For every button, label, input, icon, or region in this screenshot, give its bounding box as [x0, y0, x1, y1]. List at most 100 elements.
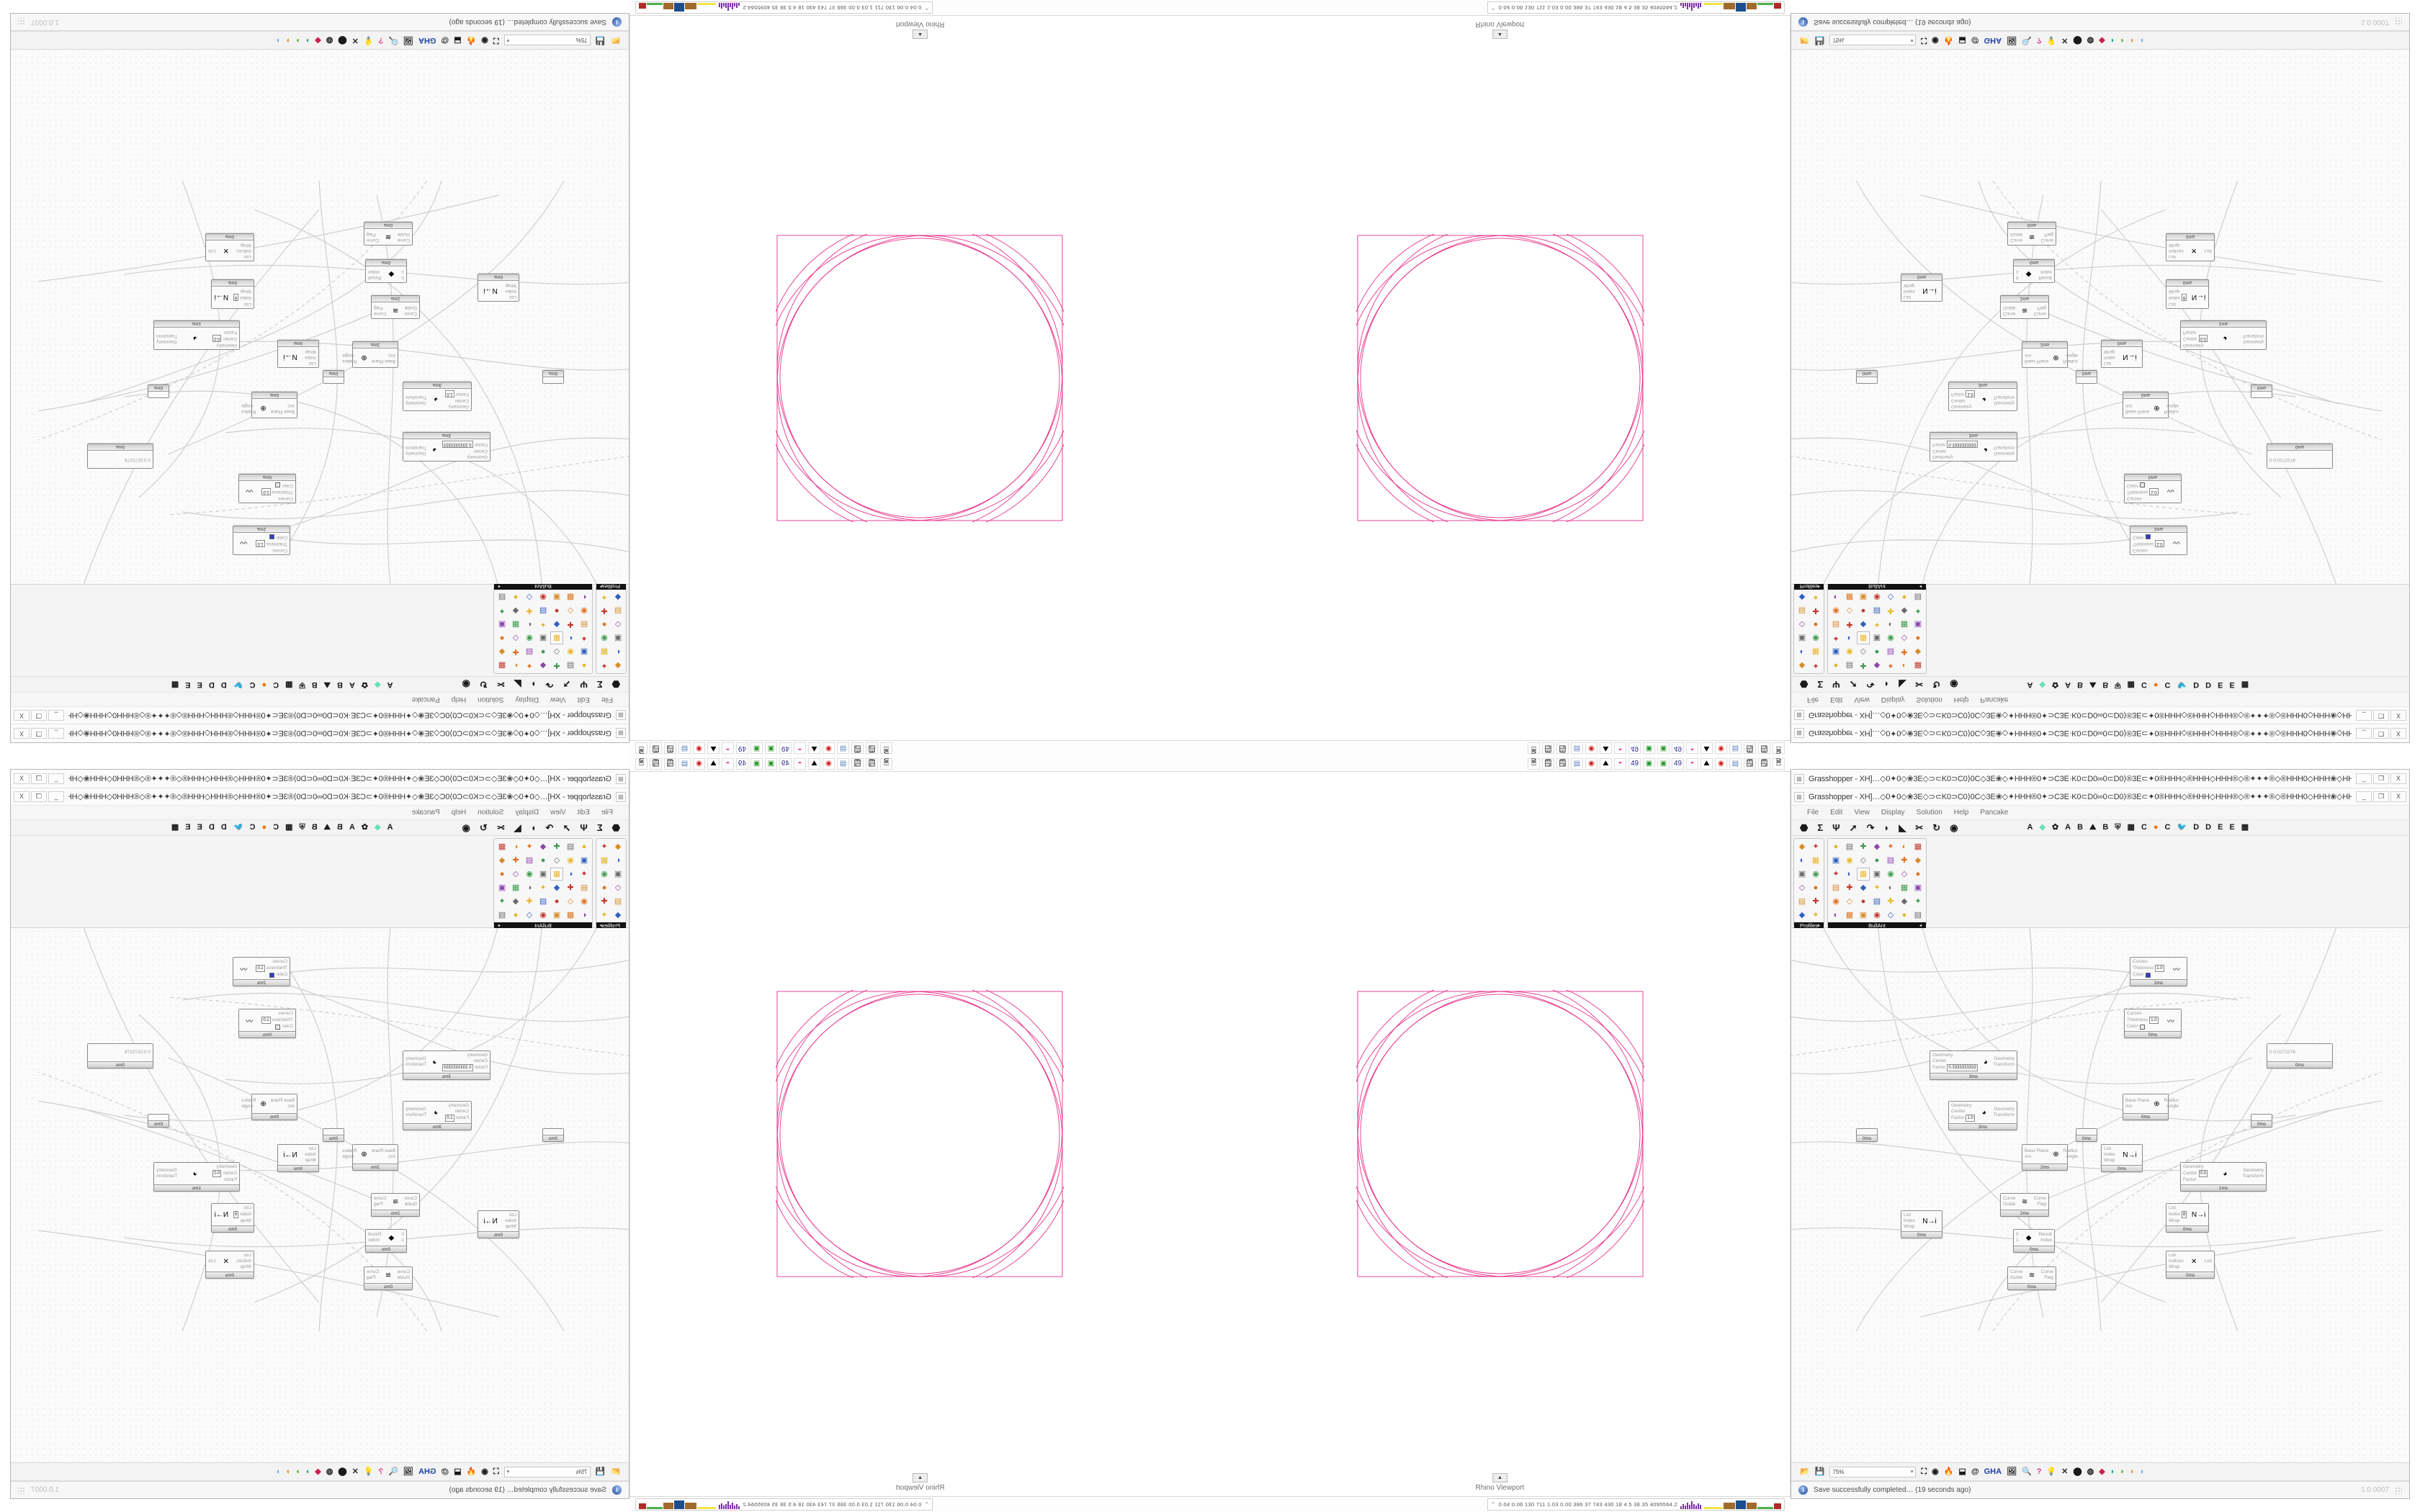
- params-hexagon-icon[interactable]: ⬣: [1800, 679, 1809, 690]
- grasshopper-canvas-toolbar[interactable]: 📂 💾 75% ▾ ⛶ ◉ 🔥 ⬓ @ GHA 🖼 🔍? 💡 ✕ ⬤ ◍ ◆ ◗ ◗ ◗ ◗: [1791, 1462, 2409, 1481]
- node-inputs[interactable]: List Index Wrap: [302, 347, 318, 367]
- warp-surface3-icon[interactable]: ◇: [526, 910, 533, 919]
- performance-monitor[interactable]: ⌃ 0.04 0.06 130 711 1.03 0.00 386 37 743…: [635, 1, 933, 14]
- node-inputs[interactable]: List Indices Wrap: [234, 240, 254, 261]
- close-button-2[interactable]: X: [14, 710, 30, 721]
- circle-tube-icon[interactable]: ▦: [600, 647, 609, 657]
- circle-tube-icon[interactable]: ▦: [600, 855, 609, 865]
- layers-icon[interactable]: ▤: [837, 742, 849, 755]
- gh-node-relay-3[interactable]: 0ms: [1856, 370, 1878, 384]
- sphere-blue-icon[interactable]: ◗: [2139, 36, 2145, 45]
- box-help-icon[interactable]: ?: [2036, 36, 2042, 45]
- tab-brain-icon[interactable]: ✿: [361, 680, 369, 689]
- bars-icon[interactable]: ◇: [553, 647, 560, 657]
- tab-dither-icon[interactable]: ▩: [2241, 823, 2249, 832]
- gh-node-scale-2[interactable]: Geometry Center Factor 1.0 ◕ Geometry Transfor…: [1948, 1101, 2017, 1130]
- node-outputs[interactable]: Curve Flag: [2032, 1194, 2048, 1210]
- tab-a2-icon[interactable]: A: [2065, 680, 2071, 689]
- sphere-light-icon[interactable]: ◍: [326, 1467, 333, 1476]
- gh-node-list-item-2[interactable]: List Index 8 Wrap N→i 0ms: [2166, 279, 2209, 309]
- node-inputs[interactable]: Curve Guide: [395, 1267, 412, 1283]
- node-color-swatch[interactable]: [2145, 972, 2151, 978]
- node-outputs[interactable]: Geometry Transform: [403, 389, 429, 410]
- at-sign-icon[interactable]: @: [1971, 1467, 1979, 1476]
- node-split2-icon[interactable]: ◇: [567, 606, 574, 616]
- node-inputs[interactable]: Curve Guide: [2001, 1194, 2017, 1210]
- node-outputs[interactable]: Radius Angle: [2162, 1094, 2181, 1113]
- chevron-down-icon[interactable]: ▾: [506, 37, 510, 42]
- black-figure-icon[interactable]: ⛰: [1700, 742, 1713, 755]
- green-device-icon[interactable]: ▣: [750, 757, 763, 770]
- open-file-icon[interactable]: 📂: [610, 36, 620, 45]
- gh-node-scale-2[interactable]: Geometry Center Factor 1.0 ◕ Geometry Transfor…: [403, 382, 472, 411]
- grasshopper-menubar[interactable]: File Edit View Display Solution Help Pancake: [11, 806, 629, 820]
- node-color-swatch[interactable]: [2139, 482, 2145, 488]
- plate2-icon[interactable]: ▣: [1859, 910, 1868, 919]
- lock-gold4-icon[interactable]: ◆: [1901, 606, 1908, 616]
- points-to-line2-icon[interactable]: ●: [554, 606, 560, 616]
- quadrant-bottom-left[interactable]: 🗎 🗒 🗒 ▤ ◉ ⛰ ◓ 49 ▣ ▣ 49 ◓ ⛰ ◉ ▤ 🗒 🗒 🗎 ▲ Rhino Viewport ⌃: [0, 756, 1210, 1512]
- transform-rotate-icon[interactable]: ↻: [1932, 679, 1941, 690]
- rainbow-icon[interactable]: ●: [513, 910, 519, 919]
- node-outputs[interactable]: Geometry Transform: [403, 439, 429, 461]
- rhino-top-toolbar[interactable]: 🗎 🗒 🗒 ▤ ◉ ⛰ ◓ 49 ▣ ▣ 49 ◓ ⛰ ◉ ▤ 🗒 🗒 🗎: [1210, 740, 1791, 756]
- black-figure-icon[interactable]: ⛰: [1700, 757, 1713, 770]
- at-sign-icon[interactable]: @: [441, 1467, 449, 1476]
- new-document-icon[interactable]: 🗎: [635, 757, 647, 770]
- node-inputs[interactable]: Curve Guide: [2008, 229, 2025, 245]
- node-inputs[interactable]: Base Plane Arc: [2022, 1145, 2051, 1164]
- circle-tube2-icon[interactable]: ◆: [614, 593, 622, 602]
- tab-a-icon[interactable]: A: [2027, 823, 2033, 832]
- box-tube2-icon[interactable]: ●: [1813, 620, 1819, 629]
- menu-item-pancake[interactable]: Pancake: [1980, 696, 2009, 703]
- quad-icon[interactable]: ▦: [1857, 868, 1870, 881]
- tab-c-icon[interactable]: C: [2141, 680, 2147, 689]
- intersect-scissors-icon[interactable]: ✂: [1915, 822, 1924, 833]
- node-input-value[interactable]: 0.3333333333: [1947, 1064, 1978, 1071]
- page-stack2-icon[interactable]: 🗒: [851, 742, 864, 755]
- tab-d-icon[interactable]: D: [220, 823, 227, 832]
- ribbon-core-tabs[interactable]: ⬣ Σ Ψ ➚ ↷ ◗ ◣ ✂ ↻ ◉: [462, 822, 624, 833]
- circle-tube2-icon[interactable]: ◆: [1798, 593, 1806, 602]
- gh-node-flip-curve-2[interactable]: Curve Guide ≋ Curve Flag 0ms: [2007, 222, 2056, 246]
- angle-icon[interactable]: ▤: [1798, 606, 1806, 616]
- sets-tree-icon[interactable]: Ψ: [1832, 679, 1840, 690]
- red-mask-icon[interactable]: ◉: [1585, 742, 1597, 755]
- system-menu-icon-2[interactable]: ⊞: [1794, 791, 1804, 802]
- frame-red2-icon[interactable]: ▣: [539, 869, 547, 878]
- window-controls-2[interactable]: _ ❐ X: [14, 791, 64, 802]
- menu-item-display[interactable]: Display: [515, 809, 539, 816]
- maximize-button-2[interactable]: ❐: [2373, 710, 2389, 721]
- sets-tree-icon[interactable]: Ψ: [580, 822, 588, 833]
- transform-rotate-icon[interactable]: ↻: [479, 679, 488, 690]
- truss-vee2-icon[interactable]: ◉: [1887, 869, 1894, 878]
- tab-e-icon[interactable]: E: [197, 823, 202, 832]
- tool-panel-bullant[interactable]: ● ▤ ✚ ◆ ✦ ◐ ▦ ▣ ◉ ◇ ● ▤ ✚ ◆ ✦ ◐ ▦ ▣ ◉ ◇ ● ▤ ✚ ◆ ✦ ◐ ▦ ▣ ◉ ◇ ● ▤ ✚ ◆ ✦ ◐ ▦ ▣ ◉ ◇…: [493, 583, 593, 674]
- grasshopper-titlebar-secondary[interactable]: ⊞ Grasshopper - XH]…◇0✦0◇❀3E◇⊃⊂K0⊃C0⟩0C◇…: [11, 706, 629, 724]
- node-inputs[interactable]: List Index 8 Wrap: [2166, 1204, 2189, 1225]
- layers-icon[interactable]: ▤: [678, 742, 691, 755]
- plate-icon[interactable]: ◆: [539, 842, 547, 851]
- sphere-soccer-icon[interactable]: ▤: [1832, 620, 1840, 629]
- box-help-icon[interactable]: ?: [378, 1467, 384, 1476]
- mesh-cone-icon[interactable]: ◣: [1899, 679, 1906, 690]
- grasshopper-canvas[interactable]: Curves Thickness 1.0 Color 〰 2ms Curves Thickne…: [11, 928, 629, 1462]
- ribbon-core-tabs[interactable]: ⬣ Σ Ψ ➚ ↷ ◗ ◣ ✂ ↻ ◉: [462, 679, 624, 690]
- close-button-2[interactable]: X: [2390, 791, 2406, 802]
- floppy-49-icon[interactable]: 49: [779, 757, 792, 770]
- lock-gold2-icon[interactable]: ◇: [512, 869, 519, 878]
- open-file-icon[interactable]: 📂: [1800, 36, 1810, 45]
- black-figure-icon[interactable]: ⛰: [707, 742, 720, 755]
- profiler-icon[interactable]: ⬓: [1958, 1467, 1966, 1476]
- perf-expand-icon[interactable]: ⌃: [924, 4, 930, 11]
- search-icon[interactable]: 🔍: [2021, 36, 2032, 45]
- warp-surface-icon[interactable]: ◐: [1901, 842, 1907, 851]
- zoom-level-combo[interactable]: 75% ▾: [503, 1466, 591, 1477]
- plate2-icon[interactable]: ▣: [552, 593, 561, 602]
- ibeam-icon[interactable]: ▣: [614, 634, 622, 643]
- screenshot-icon[interactable]: 🖼: [2007, 1467, 2017, 1476]
- frame-red3-icon[interactable]: ◐: [526, 620, 532, 629]
- close-button[interactable]: X: [14, 773, 30, 784]
